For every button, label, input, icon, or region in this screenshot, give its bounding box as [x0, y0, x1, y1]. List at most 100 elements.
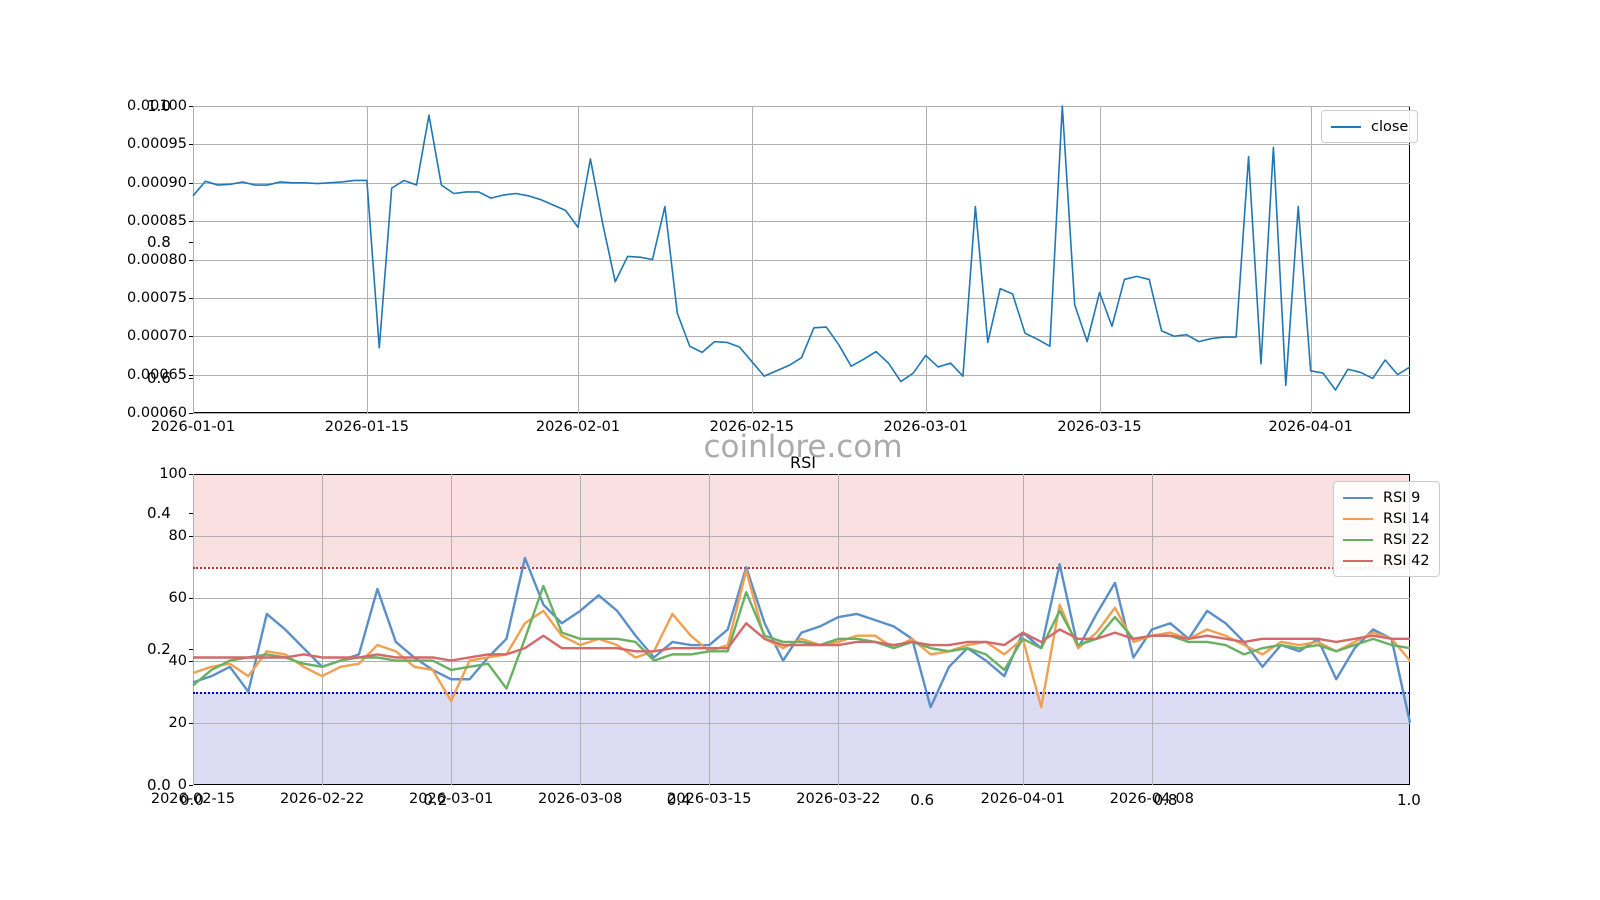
- rsi-legend-row-0[interactable]: RSI 9: [1343, 487, 1430, 508]
- rsi-gridline-v-2: [451, 474, 453, 785]
- ghost-y-label-2: 0.4: [147, 504, 171, 523]
- ghost-x-label-2: 0.4: [666, 791, 691, 809]
- ghost-y-tick-mark-4: [189, 241, 193, 243]
- rsi-x-tick-label-3: 2026-03-08: [538, 791, 623, 807]
- rsi-line-rsi-9: [193, 558, 1410, 723]
- rsi-x-tick-label-1: 2026-02-22: [279, 791, 365, 807]
- price-legend-row-0[interactable]: close: [1331, 116, 1408, 137]
- rsi-gridline-v-0: [193, 474, 194, 785]
- rsi-y-tick-label-0: 0: [177, 777, 187, 793]
- ghost-x-label-3: 0.6: [910, 791, 935, 809]
- ghost-y-label-4: 0.8: [147, 232, 171, 251]
- price-x-tick-label-4: 2026-03-01: [883, 419, 968, 435]
- rsi-gridline-h-4: [193, 536, 1410, 538]
- rsi-gridline-v-1: [322, 474, 324, 785]
- price-x-tick-label-0: 2026-01-01: [150, 419, 236, 435]
- price-y-tick-mark-4: [189, 259, 193, 261]
- ghost-y-tick-mark-5: [189, 106, 193, 107]
- rsi-y-tick-label-2: 40: [168, 652, 187, 669]
- price-x-tick-label-6: 2026-04-01: [1268, 419, 1353, 435]
- rsi-x-tick-label-5: 2026-03-22: [796, 791, 881, 807]
- price-y-tick-label-5: 0.00085: [127, 213, 187, 230]
- price-y-tick-label-6: 0.00090: [127, 174, 187, 191]
- price-x-tick-label-3: 2026-02-15: [709, 419, 794, 435]
- rsi-legend-label-1: RSI 14: [1383, 510, 1430, 527]
- rsi-legend-swatch-0: [1343, 496, 1373, 499]
- rsi-legend-swatch-2: [1343, 538, 1373, 541]
- rsi-legend-row-3[interactable]: RSI 42: [1343, 550, 1430, 571]
- rsi-panel-title: RSI: [790, 453, 816, 472]
- price-gridline-h-3: [193, 297, 1410, 299]
- price-y-tick-label-8: 0.00100: [127, 98, 187, 114]
- price-y-tick-label-2: 0.00070: [127, 328, 187, 345]
- ghost-y-label-5: 1.0: [147, 97, 171, 115]
- overbought-threshold-line: [193, 567, 1410, 570]
- price-x-tick-label-5: 2026-03-15: [1057, 419, 1142, 435]
- price-gridline-h-5: [193, 221, 1410, 223]
- rsi-y-tick-mark-3: [189, 598, 193, 600]
- price-y-tick-mark-7: [189, 144, 193, 146]
- rsi-line-rsi-22: [193, 586, 1410, 689]
- price-line-close: [193, 106, 1410, 390]
- rsi-legend-row-2[interactable]: RSI 22: [1343, 529, 1430, 550]
- rsi-x-tick-label-0: 2026-02-15: [150, 791, 236, 807]
- price-gridline-h-2: [193, 336, 1410, 338]
- rsi-legend-label-3: RSI 42: [1383, 552, 1430, 569]
- rsi-gridline-v-5: [838, 474, 840, 785]
- price-y-tick-mark-5: [189, 221, 193, 223]
- rsi-legend-swatch-3: [1343, 559, 1373, 562]
- rsi-gridline-h-2: [193, 660, 1410, 662]
- price-gridline-v-1: [366, 106, 368, 413]
- ghost-y-tick-mark-0: [189, 785, 193, 786]
- price-gridline-h-6: [193, 182, 1410, 184]
- price-x-tick-label-2: 2026-02-01: [535, 419, 621, 435]
- price-gridline-v-0: [193, 106, 194, 413]
- price-y-tick-mark-6: [189, 182, 193, 184]
- rsi-gridline-h-1: [193, 722, 1410, 724]
- ghost-x-label-4: 0.8: [1153, 791, 1178, 809]
- rsi-line-rsi-42: [193, 623, 1410, 660]
- rsi-x-tick-label-4: 2026-03-15: [667, 791, 752, 807]
- price-y-tick-label-1: 0.00065: [127, 366, 187, 383]
- price-x-tick-label-1: 2026-01-15: [324, 419, 410, 435]
- rsi-chart-panel: [193, 474, 1410, 785]
- ghost-y-tick-mark-1: [189, 649, 193, 651]
- price-y-tick-mark-2: [189, 336, 193, 338]
- price-gridline-h-1: [193, 374, 1410, 376]
- price-gridline-h-4: [193, 259, 1410, 261]
- ghost-y-tick-mark-2: [189, 513, 193, 515]
- rsi-x-tick-label-2: 2026-03-01: [409, 791, 494, 807]
- price-gridline-v-5: [1099, 106, 1101, 413]
- price-legend[interactable]: close: [1321, 110, 1419, 143]
- oversold-band: [193, 691, 1410, 785]
- rsi-legend-label-0: RSI 9: [1383, 489, 1421, 506]
- ghost-x-label-1: 0.2: [423, 791, 448, 809]
- price-gridline-v-3: [751, 106, 753, 413]
- rsi-legend-row-1[interactable]: RSI 14: [1343, 508, 1430, 529]
- price-y-tick-label-7: 0.00095: [127, 136, 187, 153]
- price-legend-label-0: close: [1371, 118, 1409, 135]
- rsi-gridline-v-6: [1022, 474, 1024, 785]
- rsi-y-tick-mark-2: [189, 660, 193, 662]
- price-chart-panel: [193, 106, 1410, 414]
- ghost-y-label-3: 0.6: [147, 368, 171, 387]
- oversold-threshold-line: [193, 691, 1410, 694]
- watermark: coinlore.com: [703, 429, 903, 465]
- rsi-legend-swatch-1: [1343, 517, 1373, 520]
- rsi-gridline-v-3: [580, 474, 582, 785]
- price-y-tick-label-4: 0.00080: [127, 251, 187, 268]
- price-gridline-v-6: [1310, 106, 1312, 413]
- ghost-x-label-0: 0.0: [180, 791, 204, 809]
- rsi-y-tick-label-1: 20: [168, 714, 187, 731]
- rsi-legend[interactable]: RSI 9 RSI 14 RSI 22 RSI 42: [1333, 481, 1440, 577]
- ghost-y-tick-mark-3: [189, 377, 193, 379]
- price-gridline-h-7: [193, 144, 1410, 146]
- overbought-band: [193, 474, 1410, 568]
- rsi-y-tick-label-3: 60: [168, 590, 187, 607]
- rsi-y-tick-mark-5: [189, 474, 193, 475]
- ghost-y-label-0: 0.0: [147, 776, 171, 794]
- rsi-y-tick-label-4: 80: [168, 528, 187, 545]
- price-y-tick-mark-0: [189, 413, 193, 414]
- price-y-tick-mark-1: [189, 374, 193, 376]
